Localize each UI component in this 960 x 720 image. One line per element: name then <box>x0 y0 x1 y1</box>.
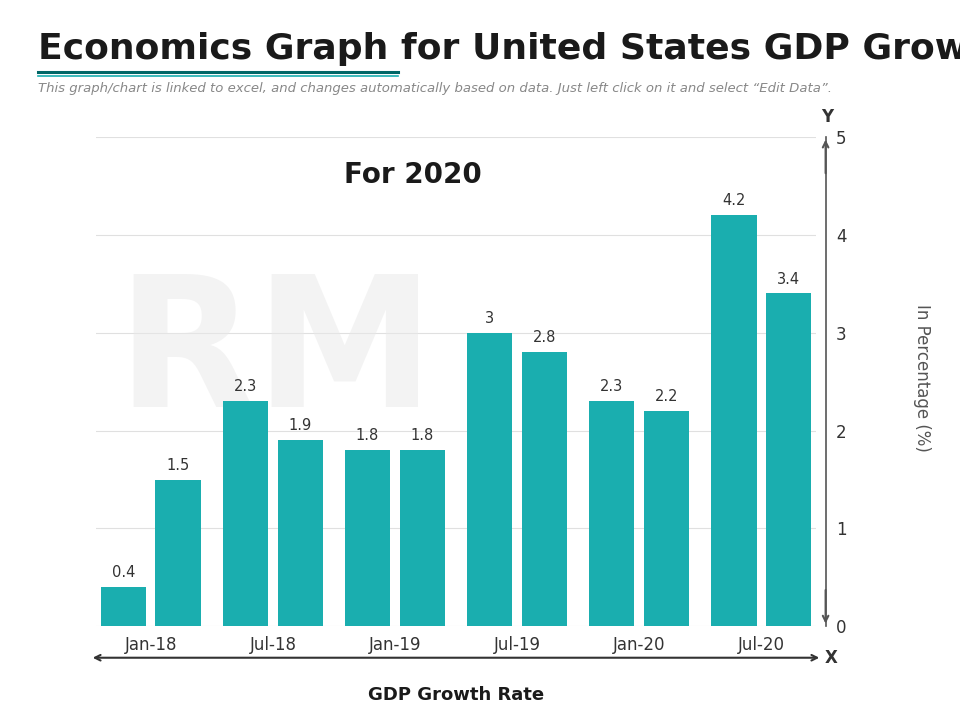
Bar <box>467 333 513 626</box>
Text: Y: Y <box>822 108 833 126</box>
Text: 1.8: 1.8 <box>356 428 379 444</box>
Bar <box>101 588 146 626</box>
Text: 1.8: 1.8 <box>411 428 434 444</box>
Text: 4.2: 4.2 <box>722 193 745 208</box>
Bar <box>156 480 202 626</box>
Bar <box>643 411 689 626</box>
Text: 0.4: 0.4 <box>111 565 135 580</box>
Text: For 2020: For 2020 <box>344 161 482 189</box>
Bar <box>588 401 635 626</box>
Bar <box>521 352 567 626</box>
Text: 2.8: 2.8 <box>533 330 556 346</box>
Bar <box>223 401 269 626</box>
Text: X: X <box>826 649 838 667</box>
Text: In Percentage (%): In Percentage (%) <box>913 304 930 452</box>
Bar <box>766 294 811 626</box>
Text: Economics Graph for United States GDP Growth Rate: Economics Graph for United States GDP Gr… <box>38 32 960 66</box>
Text: 2.3: 2.3 <box>234 379 257 395</box>
Text: 1.9: 1.9 <box>289 418 312 433</box>
Bar <box>710 215 756 626</box>
Text: 2.3: 2.3 <box>600 379 623 395</box>
Text: RM: RM <box>117 269 435 445</box>
Bar <box>399 450 445 626</box>
Text: GDP Growth Rate: GDP Growth Rate <box>368 686 544 704</box>
Bar <box>345 450 391 626</box>
Bar <box>277 441 324 626</box>
Text: 2.2: 2.2 <box>655 389 679 404</box>
Text: This graph/chart is linked to excel, and changes automatically based on data. Ju: This graph/chart is linked to excel, and… <box>38 82 832 95</box>
Text: 3.4: 3.4 <box>777 271 800 287</box>
Text: 3: 3 <box>485 311 494 325</box>
Text: 1.5: 1.5 <box>167 458 190 472</box>
